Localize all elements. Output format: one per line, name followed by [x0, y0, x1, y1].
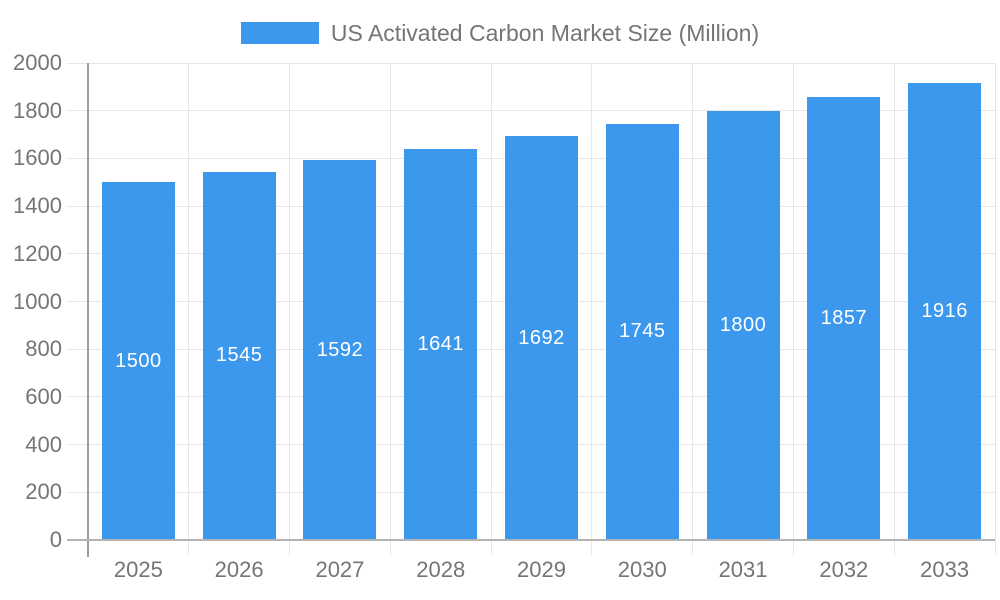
bar-value-label: 1500 [115, 349, 162, 372]
bar: 1641 [404, 148, 478, 540]
y-axis-tick-label: 1000 [13, 288, 62, 314]
gridline-vertical [792, 63, 794, 555]
bar: 1545 [202, 171, 276, 540]
gridline-vertical [994, 63, 996, 555]
gridline-vertical [692, 63, 694, 555]
x-axis-category-label: 2033 [920, 557, 970, 582]
gridline-vertical [289, 63, 291, 555]
bar-value-label: 1592 [316, 338, 364, 361]
bar: 1692 [505, 136, 578, 540]
y-axis-line [87, 63, 89, 557]
gridline-vertical [188, 63, 190, 555]
x-axis-category-label: 2028 [416, 557, 466, 582]
y-axis-tick-label: 2000 [13, 50, 62, 75]
bar: 1857 [807, 97, 881, 540]
bar-value-label: 1916 [921, 300, 968, 322]
x-axis-category-label: 2031 [718, 557, 768, 582]
bar: 1800 [706, 110, 780, 540]
y-axis-tick-label: 1600 [13, 145, 62, 171]
gridline-horizontal [67, 110, 995, 112]
y-axis-tick-label: 200 [25, 479, 62, 505]
x-axis-category-label: 2029 [517, 557, 566, 582]
gridline-vertical [389, 63, 391, 555]
y-axis-tick-label: 800 [25, 336, 62, 362]
legend-swatch [240, 22, 319, 44]
y-axis-tick-label: 400 [25, 431, 62, 457]
gridline-horizontal [67, 62, 995, 64]
bar: 1592 [303, 160, 377, 540]
gridline-vertical [591, 63, 593, 555]
gridline-vertical [490, 63, 492, 555]
legend-title: US Activated Carbon Market Size (Million… [330, 20, 760, 46]
bar-value-label: 1692 [518, 326, 565, 349]
legend: US Activated Carbon Market Size (Million… [0, 20, 1000, 46]
bar: 1500 [101, 182, 175, 540]
x-axis-category-label: 2027 [315, 557, 365, 582]
x-axis-category-label: 2026 [214, 557, 264, 582]
y-axis-tick-label: 1800 [13, 97, 62, 123]
bar: 1745 [605, 123, 679, 540]
bar-value-label: 1800 [719, 313, 767, 336]
bar-value-label: 1545 [215, 344, 263, 367]
y-axis-tick-label: 0 [49, 527, 62, 552]
y-axis-tick-label: 600 [25, 383, 62, 409]
y-axis-tick-label: 1400 [13, 193, 62, 219]
x-axis-category-label: 2025 [113, 557, 163, 582]
bar-value-label: 1745 [619, 320, 666, 343]
x-axis-baseline [67, 539, 995, 541]
bar-value-label: 1641 [417, 332, 464, 355]
x-axis-category-label: 2032 [819, 557, 869, 582]
bar-value-label: 1857 [820, 307, 868, 330]
y-axis-tick-label: 1200 [13, 240, 62, 266]
gridline-vertical [893, 63, 895, 555]
bar: 1916 [908, 83, 982, 540]
x-axis-category-label: 2030 [617, 557, 667, 582]
